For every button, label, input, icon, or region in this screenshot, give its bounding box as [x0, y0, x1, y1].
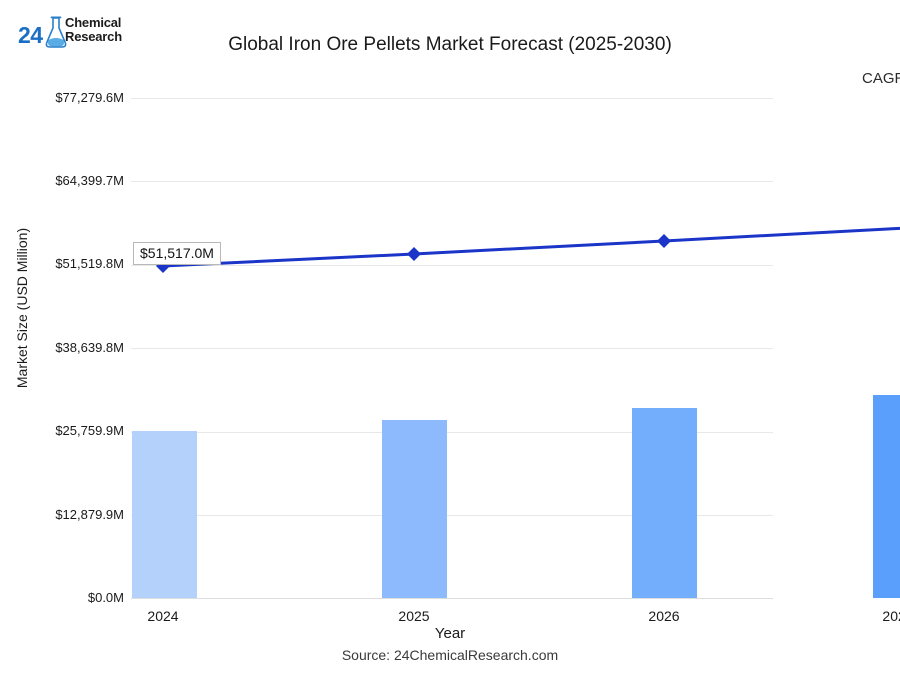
- gridline: [131, 265, 773, 266]
- x-tick-label-2026: 2026: [648, 608, 680, 624]
- bar-2024[interactable]: [132, 431, 197, 598]
- x-tick-label-2025: 2025: [398, 608, 430, 624]
- y-tick-label: $12,879.9M: [55, 507, 124, 522]
- y-axis-tick-labels: $77,279.6M $64,399.7M $51,519.8M $38,639…: [0, 90, 124, 605]
- bar-2026[interactable]: [632, 408, 697, 598]
- brand-word-research: Research: [65, 29, 122, 44]
- x-tick-label-2024: 2024: [147, 608, 179, 624]
- gridline: [131, 98, 773, 99]
- bar-2025[interactable]: [382, 420, 447, 598]
- brand-word-chemical: Chemical: [65, 15, 122, 30]
- y-tick-label: $64,399.7M: [55, 173, 124, 188]
- marker-2026: [657, 234, 671, 248]
- y-tick-label: $25,759.9M: [55, 423, 124, 438]
- data-tooltip: $51,517.0M: [133, 242, 221, 265]
- brand-mark-24: 24: [18, 22, 43, 48]
- y-tick-label: $51,519.8M: [55, 256, 124, 271]
- y-tick-label: $77,279.6M: [55, 90, 124, 105]
- chart-title: Global Iron Ore Pellets Market Forecast …: [228, 34, 672, 55]
- x-axis-title: Year: [434, 625, 466, 642]
- brand-logo: 24 Chemical Research: [18, 14, 148, 54]
- plot-area: [131, 98, 900, 599]
- flask-icon: [45, 16, 67, 48]
- axis-baseline: [131, 598, 773, 599]
- gridline: [131, 181, 773, 182]
- gridline: [131, 515, 773, 516]
- line-markers: [156, 234, 671, 273]
- marker-2025: [407, 247, 421, 261]
- x-tick-label-2027: 2027: [882, 608, 900, 624]
- gridline: [131, 348, 773, 349]
- y-tick-label: $38,639.8M: [55, 340, 124, 355]
- bar-2027[interactable]: [873, 395, 900, 598]
- y-tick-label: $0.0M: [87, 590, 124, 605]
- cagr-annotation: CAGR: [862, 70, 900, 87]
- source-note: Source: 24ChemicalResearch.com: [341, 647, 559, 663]
- gridline: [131, 432, 773, 433]
- brand-wordmark: Chemical Research: [65, 16, 122, 43]
